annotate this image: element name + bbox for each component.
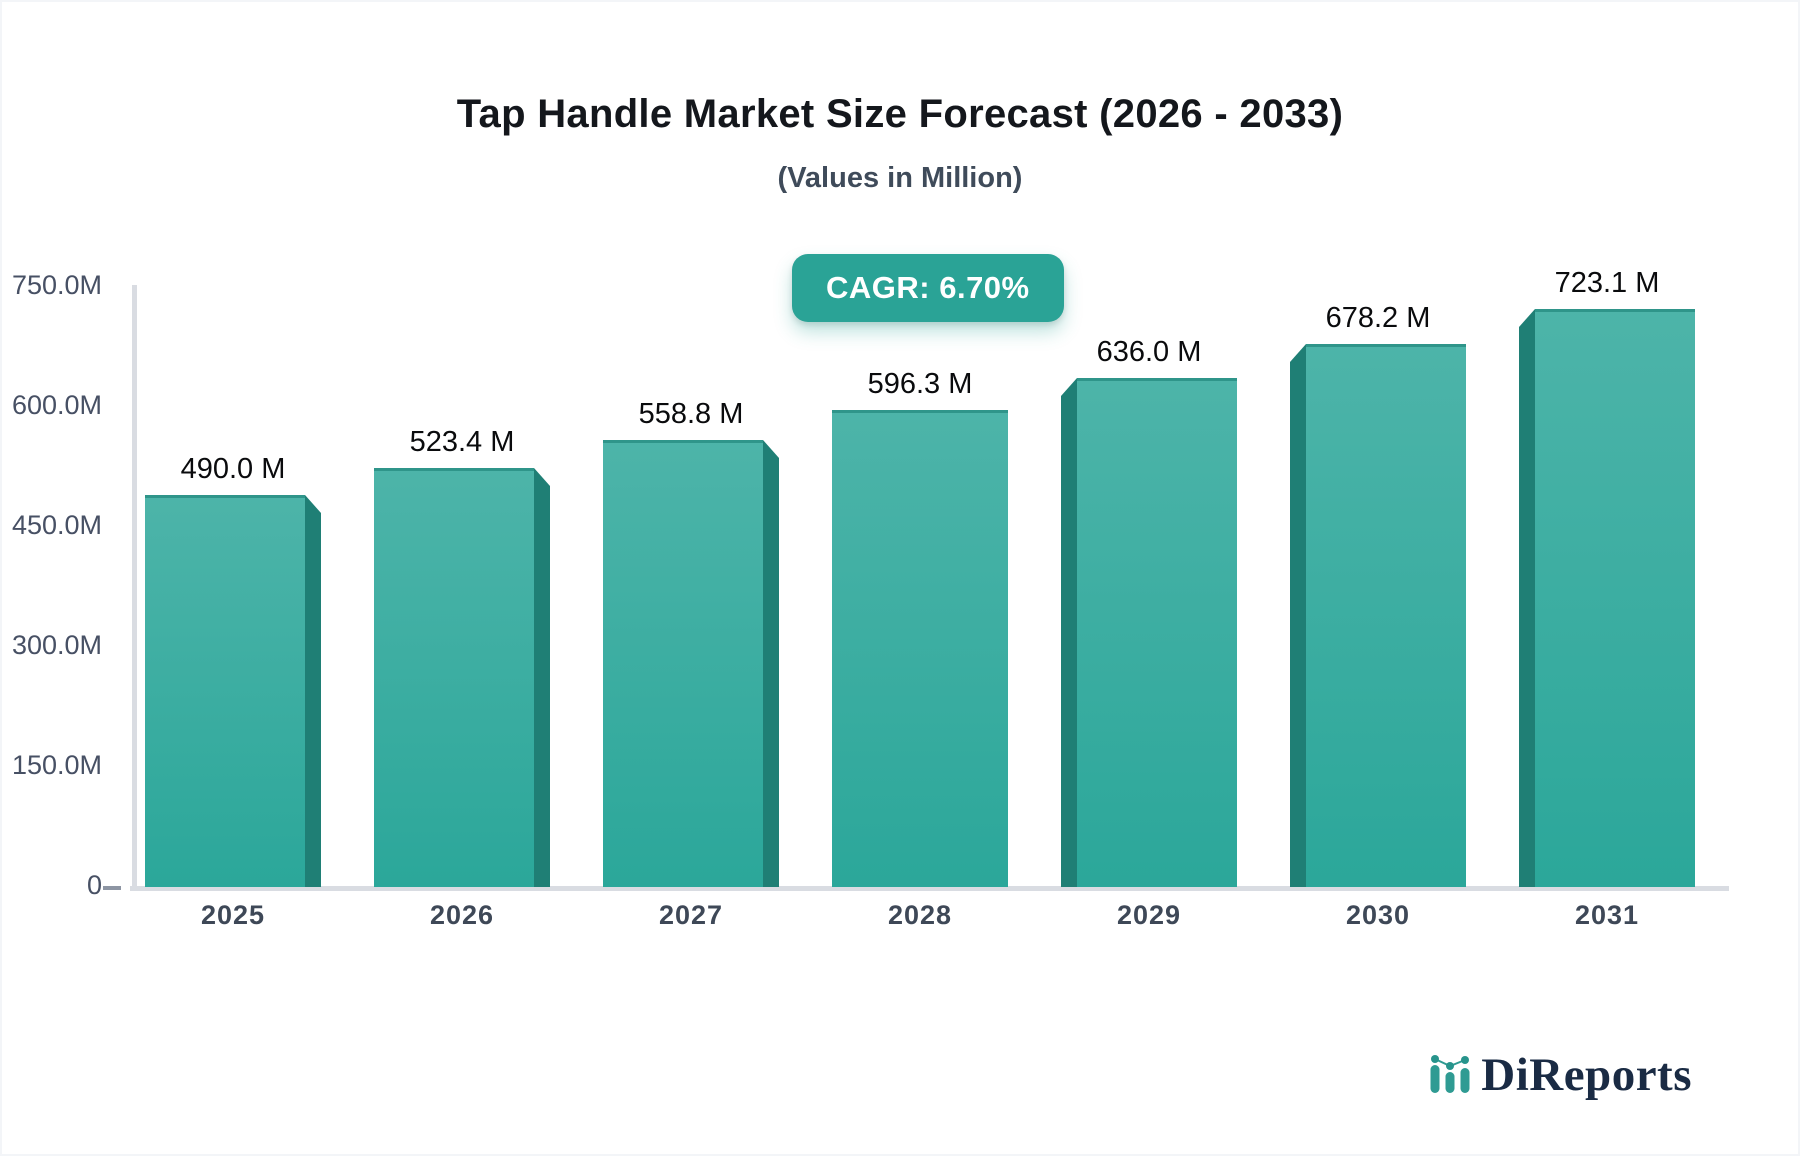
y-axis-label: 300.0M xyxy=(11,629,102,660)
y-axis-label: 150.0M xyxy=(11,749,102,780)
y-axis-label: 0 xyxy=(86,869,102,900)
bar-value-label: 723.1 M xyxy=(1554,267,1660,299)
bar-2030 xyxy=(1290,344,1466,892)
bar-2026 xyxy=(374,468,550,892)
x-axis-label: 2030 xyxy=(1345,900,1411,930)
bar-2025 xyxy=(145,495,321,892)
bar-value-label: 636.0 M xyxy=(1096,336,1202,368)
bar-2028 xyxy=(832,410,1008,892)
y-axis-label: 600.0M xyxy=(11,389,102,420)
x-axis-label: 2026 xyxy=(429,900,495,930)
bar-2027 xyxy=(603,440,779,892)
brand-logo: DiReports xyxy=(1428,1048,1692,1102)
bar-2031 xyxy=(1519,309,1695,892)
bar-value-label: 678.2 M xyxy=(1325,302,1431,334)
bar-chart-logo-icon xyxy=(1428,1051,1472,1099)
cagr-badge: CAGR: 6.70% xyxy=(792,254,1064,322)
bar-value-label: 523.4 M xyxy=(409,426,515,458)
y-axis-label: 750.0M xyxy=(11,269,102,300)
y-axis-line xyxy=(132,285,137,891)
chart-title: Tap Handle Market Size Forecast (2026 - … xyxy=(456,92,1344,136)
x-axis-line xyxy=(130,886,1729,891)
x-axis-label: 2027 xyxy=(658,900,724,930)
bar-value-label: 596.3 M xyxy=(867,368,973,400)
bar-value-label: 490.0 M xyxy=(180,453,286,485)
y-axis-label: 450.0M xyxy=(11,509,102,540)
brand-name: DiReports xyxy=(1481,1049,1692,1101)
bar-2029 xyxy=(1061,378,1237,892)
x-axis-label: 2028 xyxy=(887,900,953,930)
bar-value-label: 558.8 M xyxy=(638,398,744,430)
x-axis-label: 2029 xyxy=(1116,900,1182,930)
chart-subtitle: (Values in Million) xyxy=(777,162,1023,194)
x-axis-label: 2031 xyxy=(1574,900,1640,930)
x-axis-label: 2025 xyxy=(200,900,266,930)
zero-tick-mark xyxy=(103,886,121,890)
